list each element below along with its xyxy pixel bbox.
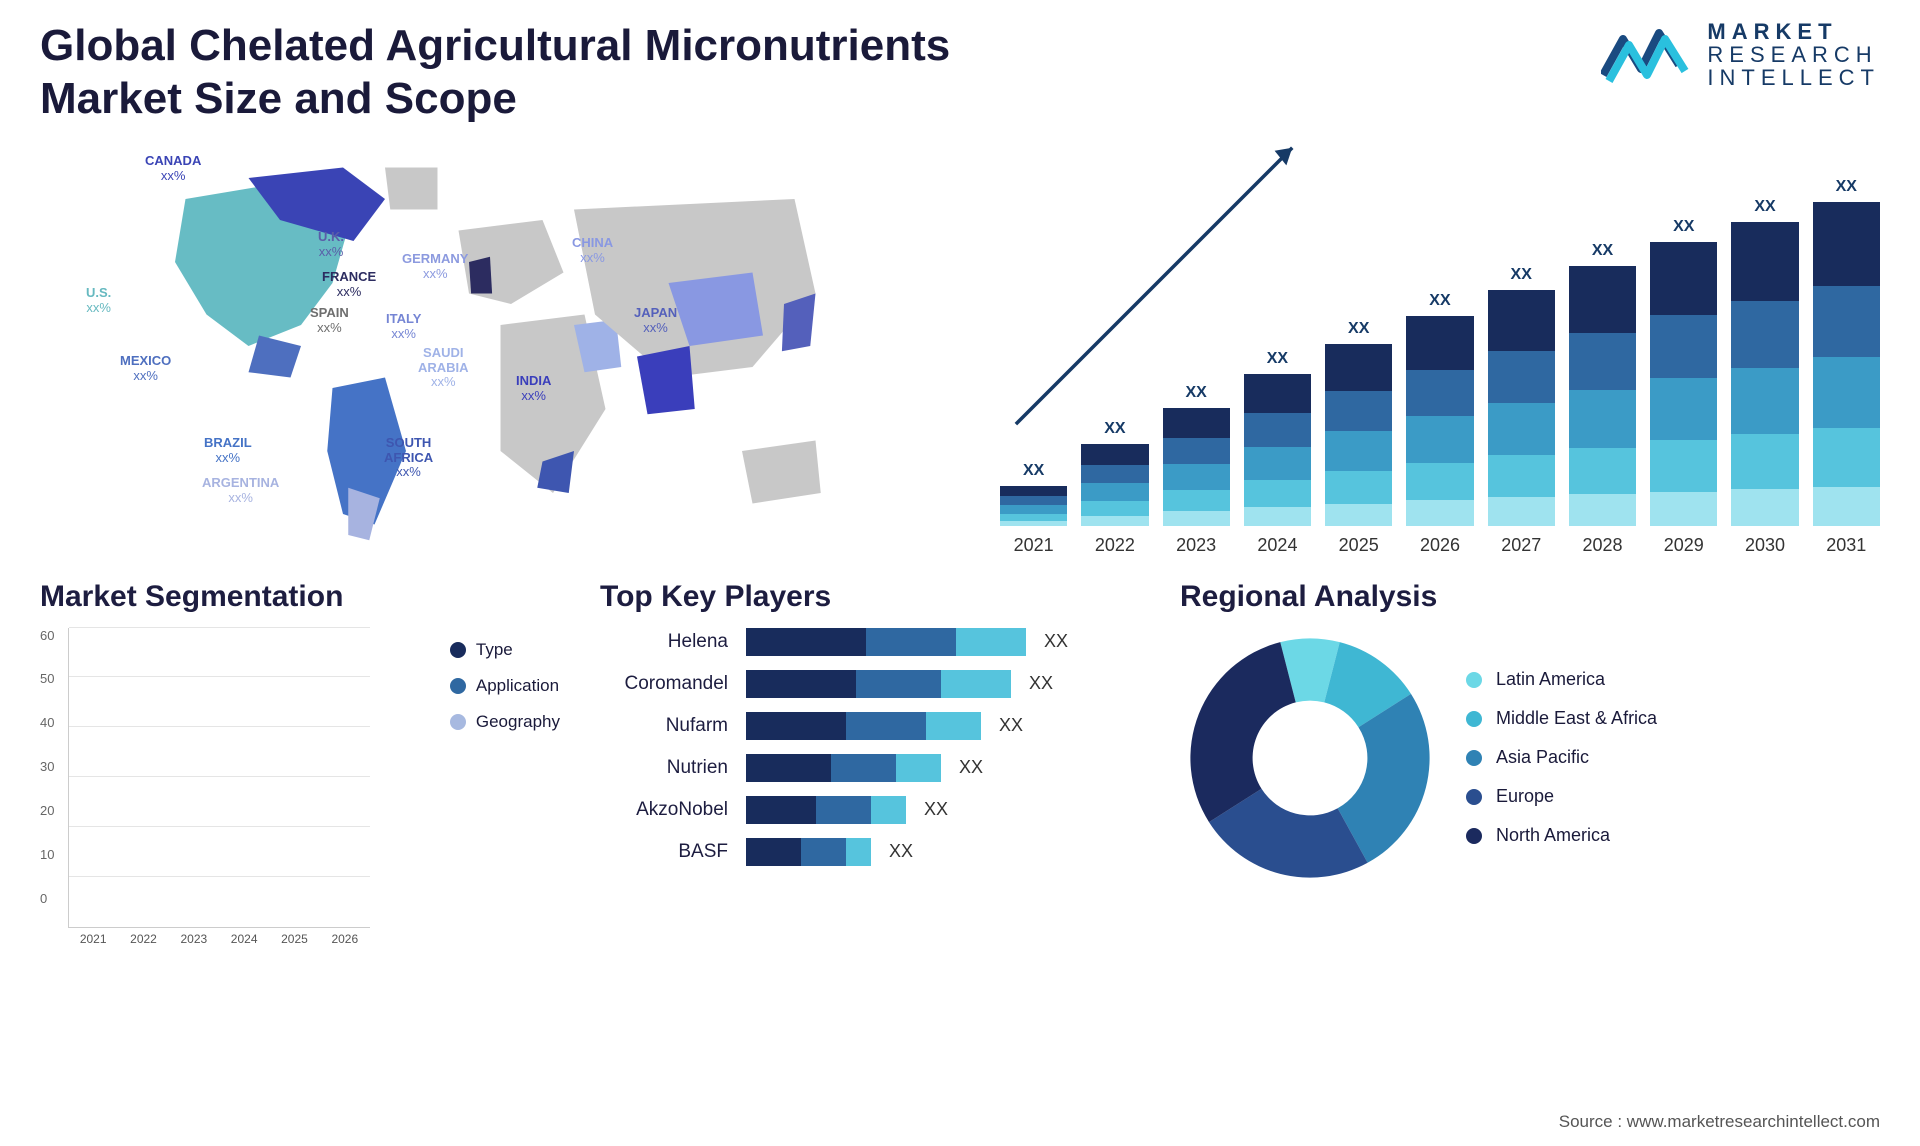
regional-title: Regional Analysis <box>1180 580 1880 614</box>
map-label: CHINAxx% <box>572 236 613 266</box>
brand-mark-icon <box>1601 25 1691 85</box>
map-label: ITALYxx% <box>386 312 421 342</box>
market-size-bar: XX <box>1406 292 1473 526</box>
brand-line3: INTELLECT <box>1707 66 1880 89</box>
regional-donut-chart <box>1180 628 1440 888</box>
regional-legend-item: North America <box>1466 825 1657 846</box>
player-row: CoromandelXX <box>600 670 1140 698</box>
regional-legend-item: Europe <box>1466 786 1657 807</box>
map-label: MEXICOxx% <box>120 354 171 384</box>
map-label: CANADAxx% <box>145 154 201 184</box>
map-label: BRAZILxx% <box>204 436 252 466</box>
market-size-bar: XX <box>1081 420 1148 526</box>
market-size-bar: XX <box>1488 266 1555 526</box>
segmentation-legend-item: Geography <box>450 712 560 732</box>
map-label: ARGENTINAxx% <box>202 476 279 506</box>
map-label: U.S.xx% <box>86 286 111 316</box>
map-label: JAPANxx% <box>634 306 677 336</box>
market-size-bar: XX <box>1650 218 1717 526</box>
map-label: SAUDIARABIAxx% <box>418 346 469 391</box>
segmentation-legend-item: Application <box>450 676 560 696</box>
map-label: SOUTHAFRICAxx% <box>384 436 433 481</box>
regional-analysis-panel: Regional Analysis Latin America Middle Ea… <box>1180 580 1880 966</box>
player-row: HelenaXX <box>600 628 1140 656</box>
market-segmentation-panel: Market Segmentation 0102030405060 202120… <box>40 580 560 966</box>
map-label: INDIAxx% <box>516 374 551 404</box>
brand-line1: MARKET <box>1707 20 1880 43</box>
segmentation-title: Market Segmentation <box>40 580 560 614</box>
top-key-players-panel: Top Key Players HelenaXX CoromandelXX Nufa… <box>600 580 1140 966</box>
map-label: SPAINxx% <box>310 306 349 336</box>
page-title: Global Chelated Agricultural Micronutrie… <box>40 20 1040 126</box>
market-size-bar-chart: XXXXXXXXXXXXXXXXXXXXXX 20212022202320242… <box>980 136 1880 556</box>
market-size-bar: XX <box>1731 198 1798 526</box>
players-title: Top Key Players <box>600 580 1140 614</box>
segmentation-legend-item: Type <box>450 640 560 660</box>
player-row: NufarmXX <box>600 712 1140 740</box>
map-label: FRANCExx% <box>322 270 376 300</box>
market-size-bar: XX <box>1000 462 1067 526</box>
player-row: BASFXX <box>600 838 1140 866</box>
player-row: AkzoNobelXX <box>600 796 1140 824</box>
player-row: NutrienXX <box>600 754 1140 782</box>
market-size-bar: XX <box>1325 320 1392 526</box>
market-size-bar: XX <box>1244 350 1311 526</box>
regional-legend-item: Asia Pacific <box>1466 747 1657 768</box>
world-map: CANADAxx% U.S.xx% MEXICOxx% BRAZILxx% ARGENT… <box>40 136 940 556</box>
regional-legend-item: Middle East & Africa <box>1466 708 1657 729</box>
source-attribution: Source : www.marketresearchintellect.com <box>1559 1112 1880 1132</box>
brand-line2: RESEARCH <box>1707 43 1880 66</box>
map-label: U.K.xx% <box>318 230 344 260</box>
market-size-bar: XX <box>1569 242 1636 526</box>
market-size-bar: XX <box>1163 384 1230 526</box>
regional-legend-item: Latin America <box>1466 669 1657 690</box>
brand-logo: MARKET RESEARCH INTELLECT <box>1601 20 1880 89</box>
donut-slice <box>1190 642 1295 822</box>
market-size-bar: XX <box>1813 178 1880 526</box>
map-label: GERMANYxx% <box>402 252 468 282</box>
